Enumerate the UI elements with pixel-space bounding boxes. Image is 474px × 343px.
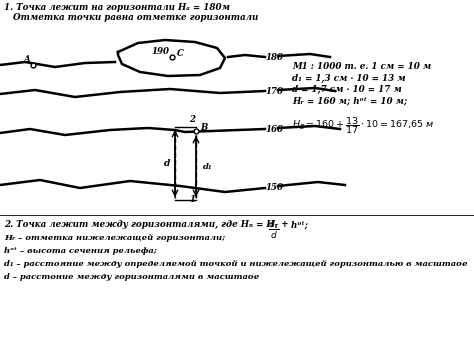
Text: Hᵣ – отметка нижележащей горизонтали;: Hᵣ – отметка нижележащей горизонтали; — [4, 234, 225, 242]
Text: 2. Точка лежит между горизонталями, где Hₙ = Hᵣ +: 2. Точка лежит между горизонталями, где … — [4, 220, 292, 229]
Text: $\mathbf{\mathit{\dfrac{d_1}{d}}}$: $\mathbf{\mathit{\dfrac{d_1}{d}}}$ — [268, 219, 280, 241]
Text: 160: 160 — [265, 126, 283, 134]
Text: B: B — [200, 123, 207, 132]
Text: 1. Точка лежит на горизонтали Hₐ = 180м: 1. Точка лежит на горизонтали Hₐ = 180м — [4, 3, 230, 12]
Text: 190: 190 — [151, 47, 169, 56]
Text: A: A — [24, 56, 30, 64]
Text: d₁ = 1,3 см · 10 = 13 м: d₁ = 1,3 см · 10 = 13 м — [292, 73, 406, 83]
Text: 150: 150 — [265, 182, 283, 191]
Text: hᵒᵗ – высота сечения рельефа;: hᵒᵗ – высота сечения рельефа; — [4, 247, 157, 255]
Text: 180: 180 — [265, 52, 283, 61]
Text: 170: 170 — [265, 86, 283, 95]
Text: C: C — [177, 49, 184, 59]
Text: d: d — [164, 158, 170, 167]
Text: d₁: d₁ — [203, 163, 212, 171]
Text: $\mathbf{\mathit{H_B = 160 + \dfrac{13}{17} \cdot 10 = 167{,}65\ м}}$: $\mathbf{\mathit{H_B = 160 + \dfrac{13}{… — [292, 115, 434, 136]
Text: 2: 2 — [189, 115, 195, 123]
Text: d – расстоние между горизонталями в масштабе: d – расстоние между горизонталями в масш… — [4, 273, 259, 281]
Text: hᵒᵗ;: hᵒᵗ; — [288, 220, 308, 229]
Text: М1 : 1000 т. е. 1 см = 10 м: М1 : 1000 т. е. 1 см = 10 м — [292, 62, 431, 71]
Text: Отметка точки равна отметке горизонтали: Отметка точки равна отметке горизонтали — [4, 13, 258, 22]
Text: d = 1,7 см · 10 = 17 м: d = 1,7 см · 10 = 17 м — [292, 85, 402, 94]
Text: d₁ – расстояние между определяемой точкой и нижележащей горизонталью в масштабе: d₁ – расстояние между определяемой точко… — [4, 260, 467, 268]
Text: Hᵣ = 160 м; hᵒᵗ = 10 м;: Hᵣ = 160 м; hᵒᵗ = 10 м; — [292, 96, 407, 106]
Text: 1: 1 — [189, 196, 195, 204]
